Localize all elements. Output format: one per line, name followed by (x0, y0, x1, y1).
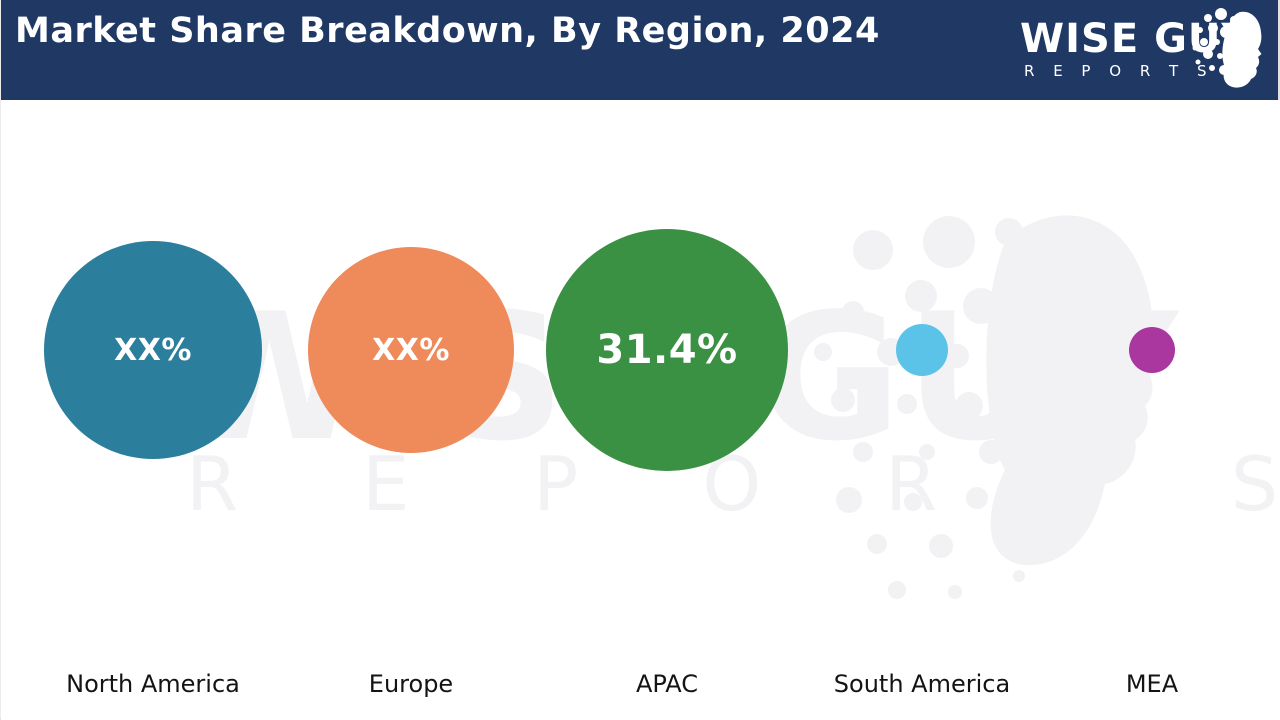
category-label-apac: APAC (635, 670, 699, 698)
bubble-south-america (896, 324, 948, 376)
bubble-apac: 31.4% (546, 229, 788, 471)
bubble-value-label: XX% (372, 332, 450, 368)
category-label-europe: Europe (368, 670, 454, 698)
logo-text-line1: WISE GUY (1020, 16, 1251, 62)
bubble-chart: WISE GUY R E P O R T S (1, 100, 1280, 720)
category-label-north-america: North America (66, 670, 240, 698)
logo-face-profile-icon (1222, 11, 1262, 88)
category-label-south-america: South America (833, 670, 1011, 698)
page-title: Market Share Breakdown, By Region, 2024 (15, 11, 880, 51)
watermark-text-line2: R E P O R T S (186, 440, 1280, 528)
category-label-mea: MEA (1125, 670, 1179, 698)
bubble-mea (1129, 327, 1175, 373)
watermark-face-profile-icon (986, 215, 1159, 566)
header-bar: Market Share Breakdown, By Region, 2024 … (1, 0, 1278, 100)
bubble-europe: XX% (308, 247, 514, 453)
watermark-head-dots-icon (814, 216, 1043, 599)
bubble-value-label: XX% (114, 332, 192, 368)
wise-guy-logo: WISE GUY R E P O R T S (1020, 8, 1262, 88)
bubble-value-label: 31.4% (596, 327, 738, 373)
logo-text-line2: R E P O R T S (1024, 62, 1213, 80)
bubble-north-america: XX% (44, 241, 262, 459)
